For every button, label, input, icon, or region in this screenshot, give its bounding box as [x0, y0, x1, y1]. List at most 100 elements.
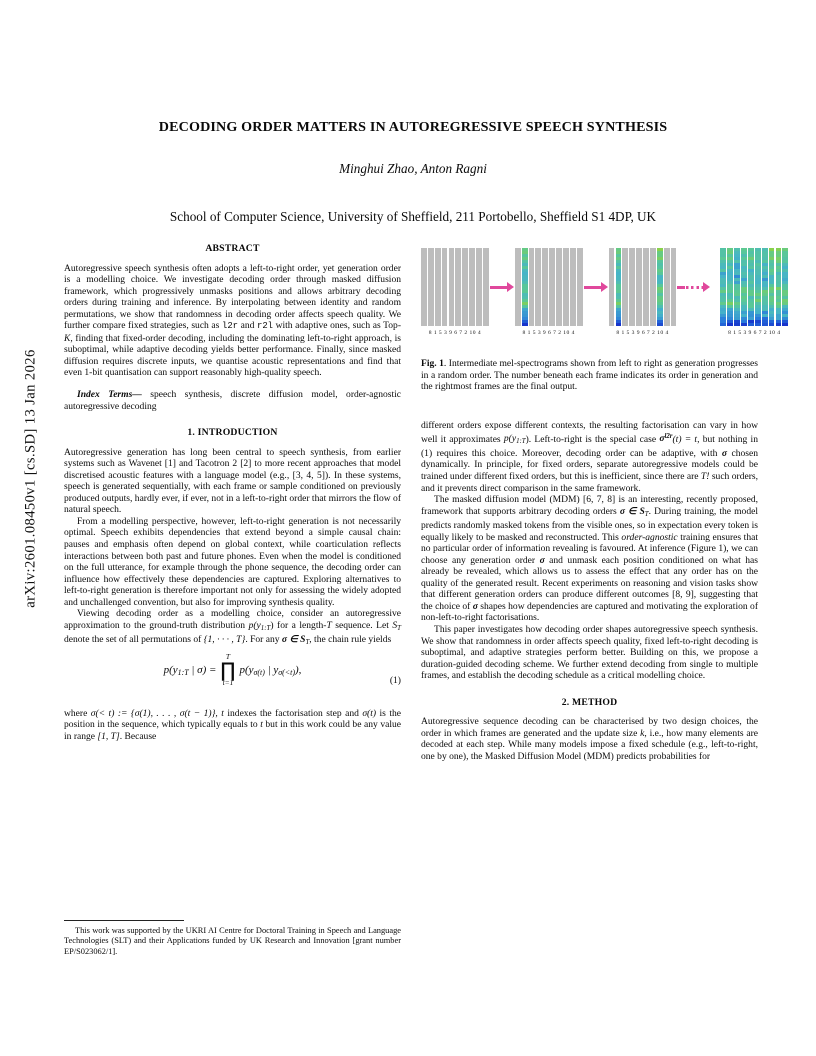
spectrogram-cell: [720, 317, 727, 320]
spectrogram-cell: [727, 254, 734, 257]
spectrogram-cell: [782, 293, 789, 296]
spectrogram-cell: [734, 308, 741, 311]
rc-p1-b: ). Left-to-right is the special case: [525, 433, 660, 445]
spectrogram-cell: [741, 305, 747, 308]
spectrogram-cell: [768, 323, 775, 326]
frame-masked: [549, 248, 556, 326]
spectrogram-cell: [768, 314, 775, 317]
spectrogram-cell: [768, 296, 775, 299]
spectrogram-cell: [748, 299, 754, 302]
intro-p3-text-d: denote the set of all permutations of: [64, 634, 204, 646]
spectrogram-cell: [782, 248, 789, 251]
spectrogram-cell: [615, 296, 622, 299]
after-eq-math-3: σ(t): [362, 707, 377, 719]
spectrogram-cell: [734, 317, 741, 320]
frame-revealed: [754, 248, 761, 326]
spectrogram-cell: [727, 248, 734, 251]
frame-revealed: [727, 248, 734, 326]
arrow-shaft: [583, 286, 602, 289]
product-operator: T ∏ t=1: [220, 651, 236, 688]
spectrogram-cell: [754, 251, 761, 254]
spectrogram-cell: [775, 266, 782, 269]
spectrogram-cell: [775, 323, 782, 326]
spectrogram-cell: [727, 317, 734, 320]
spectrogram-cell: [656, 287, 663, 290]
footnote-rule: [64, 920, 184, 921]
spectrogram-cell: [734, 293, 741, 296]
spectrogram-cell: [741, 260, 747, 263]
spectrogram-cell: [775, 281, 782, 284]
frame-masked: [542, 248, 549, 326]
spectrogram-cell: [741, 257, 747, 260]
spectrogram-cell: [656, 278, 663, 281]
spectrogram-cell: [727, 257, 734, 260]
spectrogram-cell: [754, 269, 761, 272]
spectrogram-cell: [727, 308, 734, 311]
arrow-icon-1: [489, 248, 515, 326]
footnote-block: This work was supported by the UKRI AI C…: [64, 920, 401, 957]
spectrogram-cell: [656, 260, 663, 263]
spectrogram-cell: [761, 311, 768, 314]
abstract-code-r2l: r2l: [257, 321, 273, 332]
spectrogram-cell: [782, 320, 789, 323]
spectrogram-cell: [734, 302, 741, 305]
spectrogram-cell: [768, 302, 775, 305]
spectrogram-cell: [615, 290, 622, 293]
spectrogram-cell: [656, 317, 663, 320]
frame-masked: [622, 248, 629, 326]
spectrogram-cell: [615, 287, 622, 290]
spectrogram-cell: [748, 323, 754, 326]
spectrogram-cell: [761, 257, 768, 260]
spectrogram-cell: [754, 305, 761, 308]
spectrogram-cell: [768, 320, 775, 323]
spectrogram-cell: [720, 251, 727, 254]
spectrogram-cell: [521, 317, 528, 320]
frame-masked: [528, 248, 535, 326]
spectrogram-cell: [768, 266, 775, 269]
spectrogram-cell: [727, 269, 734, 272]
spectrogram-cell: [656, 308, 663, 311]
frame-revealed: [521, 248, 528, 326]
spectrogram-cell: [782, 314, 789, 317]
spectrogram-cell: [775, 287, 782, 290]
spectrogram-cell: [761, 248, 768, 251]
spectrogram-cell: [748, 317, 754, 320]
spectrogram-cell: [741, 290, 747, 293]
spectrogram-cell: [782, 311, 789, 314]
after-eq-math-1: σ(< t) := {σ(1), . . . , σ(t − 1)}: [90, 707, 216, 719]
spectrogram-cell: [754, 308, 761, 311]
spectrogram-cell: [768, 263, 775, 266]
abstract-text-4: , finding that fixed-order decoding, inc…: [64, 332, 401, 379]
spectrogram-cell: [741, 266, 747, 269]
figure-1-panels: 8 1 5 3 9 6 7 2 10 4 8 1 5 3 9 6 7 2 10 …: [421, 248, 789, 348]
spectrogram-cell: [615, 272, 622, 275]
intro-paragraph-2: From a modelling perspective, however, l…: [64, 515, 401, 608]
frame-masked: [556, 248, 562, 326]
spectrogram-cell: [748, 278, 754, 281]
frame-revealed: [748, 248, 754, 326]
spectrogram-cell: [761, 305, 768, 308]
spectrogram-cell: [720, 278, 727, 281]
frame-masked: [448, 248, 455, 326]
arxiv-stamp: arXiv:2601.08450v1 [cs.SD] 13 Jan 2026: [22, 349, 39, 608]
after-eq-math-2: t: [221, 707, 224, 719]
frame-masked: [421, 248, 427, 326]
after-eq-e: but in this work could be any value in r…: [64, 719, 401, 742]
spectrogram-cell: [775, 278, 782, 281]
spectrogram-cell: [768, 254, 775, 257]
spectrogram-cell: [741, 302, 747, 305]
spectrogram-cell: [656, 251, 663, 254]
spectrogram-cell: [727, 296, 734, 299]
spectrogram-cell: [768, 299, 775, 302]
spectrogram-cell: [734, 248, 741, 251]
spectrogram-cell: [748, 281, 754, 284]
rc-p1-e: such orders, and it prevents direct comp…: [421, 470, 758, 494]
frame-masked: [629, 248, 636, 326]
spectrogram-cell: [748, 284, 754, 287]
panel-step-2: 8 1 5 3 9 6 7 2 10 4: [608, 248, 677, 336]
spectrogram-cell: [775, 284, 782, 287]
spectrogram-cell: [775, 317, 782, 320]
spectrogram-cell: [741, 311, 747, 314]
frame-masked: [535, 248, 542, 326]
spectrogram-cell: [521, 305, 528, 308]
